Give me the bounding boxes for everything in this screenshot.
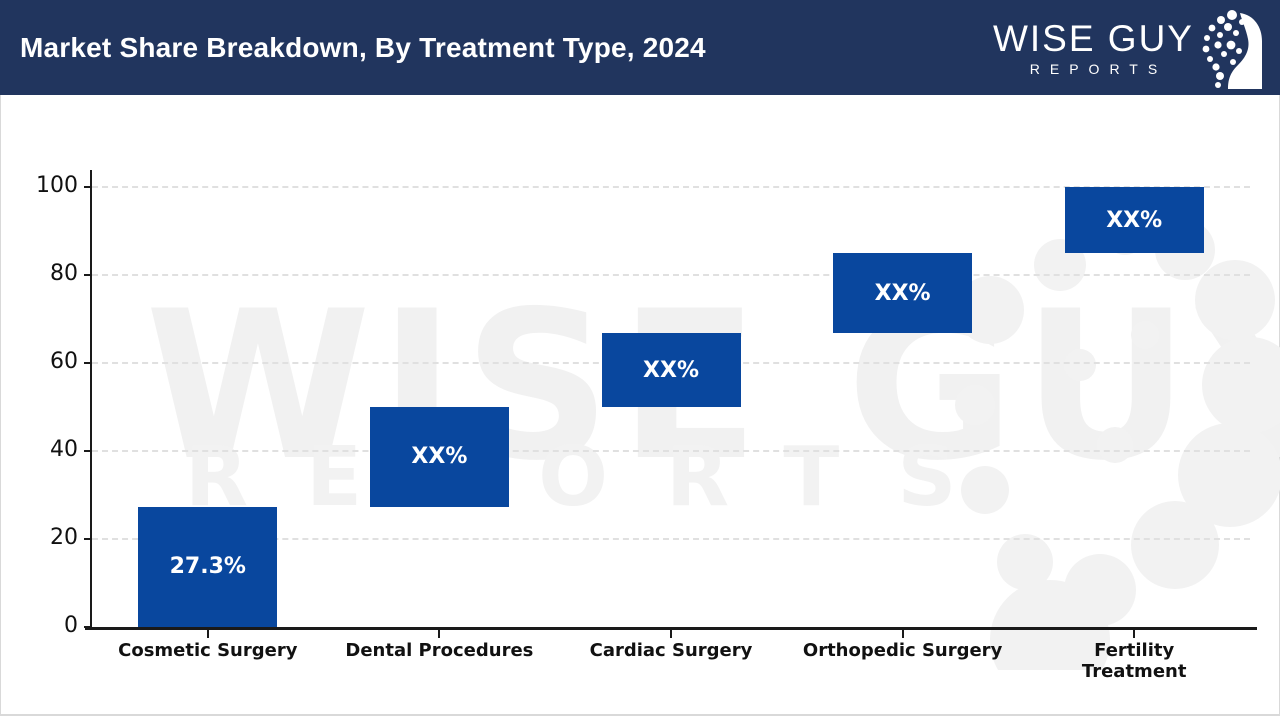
bar-orthopedic-surgery: XX%	[833, 253, 973, 334]
y-axis-line	[90, 170, 92, 629]
watermark-reports-text: REPORTS	[185, 430, 1015, 525]
bar-fertility-treatment: XX%	[1064, 187, 1204, 254]
x-tick-label-4: Fertility Treatment	[1081, 640, 1187, 682]
x-tick-3	[901, 630, 904, 638]
brand-logo: WISE GUY REPORTS	[993, 7, 1262, 89]
brand-logo-text: WISE GUY REPORTS	[993, 20, 1194, 76]
bar-cosmetic-surgery: 27.3%	[138, 506, 278, 627]
gridline-40	[92, 450, 1250, 452]
gridline-80	[92, 274, 1250, 276]
y-tick-label-60: 60	[50, 349, 78, 374]
gridline-100	[92, 186, 1250, 188]
header-bar: Market Share Breakdown, By Treatment Typ…	[0, 0, 1280, 95]
y-tick-100	[84, 186, 92, 188]
x-tick-label-3: Orthopedic Surgery	[802, 640, 1003, 661]
bar-cardiac-surgery: XX%	[601, 333, 741, 407]
bar-value-label: 27.3%	[169, 554, 246, 580]
y-tick-label-80: 80	[50, 261, 78, 286]
y-tick-label-100: 100	[36, 173, 78, 198]
y-tick-label-40: 40	[50, 437, 78, 462]
y-tick-80	[84, 274, 92, 276]
bar-value-label: XX%	[1106, 207, 1163, 233]
x-axis-line	[85, 627, 1257, 630]
x-tick-label-0: Cosmetic Surgery	[118, 640, 298, 661]
y-tick-40	[84, 450, 92, 452]
x-tick-4	[1133, 630, 1136, 638]
page-title: Market Share Breakdown, By Treatment Typ…	[20, 31, 706, 63]
gridline-20	[92, 538, 1250, 540]
x-tick-2	[670, 630, 672, 638]
bar-dental-procedures: XX%	[369, 407, 509, 507]
x-tick-label-1: Dental Procedures	[345, 640, 534, 661]
y-tick-60	[84, 362, 92, 364]
brand-subname: REPORTS	[1029, 60, 1168, 77]
bar-value-label: XX%	[643, 357, 699, 383]
x-tick-0	[206, 630, 209, 638]
bar-value-label: XX%	[874, 280, 931, 306]
y-tick-20	[84, 538, 92, 540]
brand-head-icon	[1202, 9, 1262, 89]
y-tick-label-0: 0	[64, 613, 78, 638]
x-tick-1	[438, 630, 441, 638]
y-tick-label-20: 20	[50, 525, 78, 550]
x-tick-label-2: Cardiac Surgery	[589, 640, 753, 661]
brand-name: WISE GUY	[992, 17, 1194, 59]
bar-value-label: XX%	[411, 444, 468, 470]
